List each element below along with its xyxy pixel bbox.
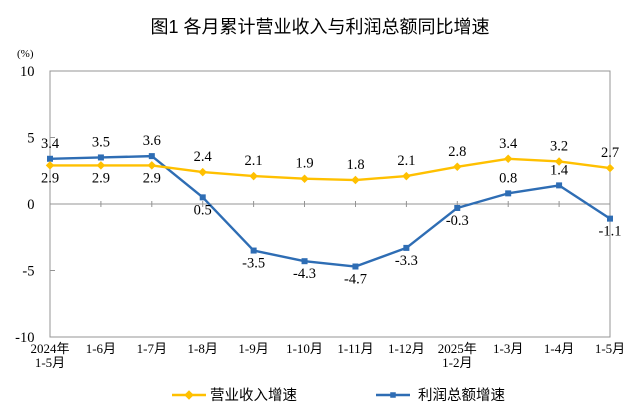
svg-text:1-11月: 1-11月 bbox=[337, 341, 373, 356]
svg-text:-4.3: -4.3 bbox=[293, 266, 316, 282]
svg-text:2025年: 2025年 bbox=[438, 341, 477, 356]
svg-text:2.9: 2.9 bbox=[41, 170, 59, 186]
svg-text:-1.1: -1.1 bbox=[599, 224, 622, 240]
svg-text:1.4: 1.4 bbox=[550, 162, 569, 178]
svg-text:利润总额增速: 利润总额增速 bbox=[418, 387, 505, 404]
svg-text:2024年: 2024年 bbox=[30, 341, 69, 356]
svg-text:2.9: 2.9 bbox=[143, 170, 161, 186]
svg-text:营业收入增速: 营业收入增速 bbox=[210, 387, 297, 404]
svg-text:-5: -5 bbox=[22, 264, 34, 280]
svg-text:1-6月: 1-6月 bbox=[86, 341, 116, 356]
svg-text:1.9: 1.9 bbox=[295, 156, 313, 172]
svg-text:2.8: 2.8 bbox=[448, 144, 466, 160]
svg-text:0: 0 bbox=[27, 197, 34, 213]
svg-text:5: 5 bbox=[27, 131, 34, 147]
svg-text:3.6: 3.6 bbox=[143, 133, 161, 149]
svg-text:(%): (%) bbox=[17, 48, 34, 60]
svg-text:-4.7: -4.7 bbox=[344, 272, 367, 288]
svg-text:3.2: 3.2 bbox=[550, 138, 568, 154]
svg-text:1-8月: 1-8月 bbox=[188, 341, 218, 356]
svg-text:3.4: 3.4 bbox=[41, 136, 60, 152]
svg-text:1-2月: 1-2月 bbox=[442, 355, 472, 370]
svg-text:2.7: 2.7 bbox=[601, 145, 619, 161]
svg-text:-3.5: -3.5 bbox=[242, 256, 265, 272]
svg-text:1-3月: 1-3月 bbox=[493, 341, 523, 356]
svg-text:1-4月: 1-4月 bbox=[544, 341, 574, 356]
svg-text:3.4: 3.4 bbox=[499, 136, 518, 152]
svg-text:1-10月: 1-10月 bbox=[286, 341, 323, 356]
svg-text:2.4: 2.4 bbox=[194, 149, 213, 165]
svg-text:2.1: 2.1 bbox=[245, 153, 263, 169]
svg-text:0.5: 0.5 bbox=[194, 202, 212, 218]
svg-text:1-9月: 1-9月 bbox=[238, 341, 268, 356]
svg-text:0.8: 0.8 bbox=[499, 170, 517, 186]
svg-text:1.8: 1.8 bbox=[346, 157, 364, 173]
svg-text:10: 10 bbox=[20, 64, 35, 80]
svg-text:1-12月: 1-12月 bbox=[388, 341, 425, 356]
svg-text:2.1: 2.1 bbox=[397, 153, 415, 169]
svg-text:1-7月: 1-7月 bbox=[137, 341, 167, 356]
svg-text:-3.3: -3.3 bbox=[395, 253, 418, 269]
svg-text:2.9: 2.9 bbox=[92, 170, 110, 186]
svg-text:1-5月: 1-5月 bbox=[595, 341, 625, 356]
svg-text:3.5: 3.5 bbox=[92, 135, 110, 151]
svg-text:-0.3: -0.3 bbox=[446, 213, 469, 229]
svg-text:1-5月: 1-5月 bbox=[35, 355, 65, 370]
